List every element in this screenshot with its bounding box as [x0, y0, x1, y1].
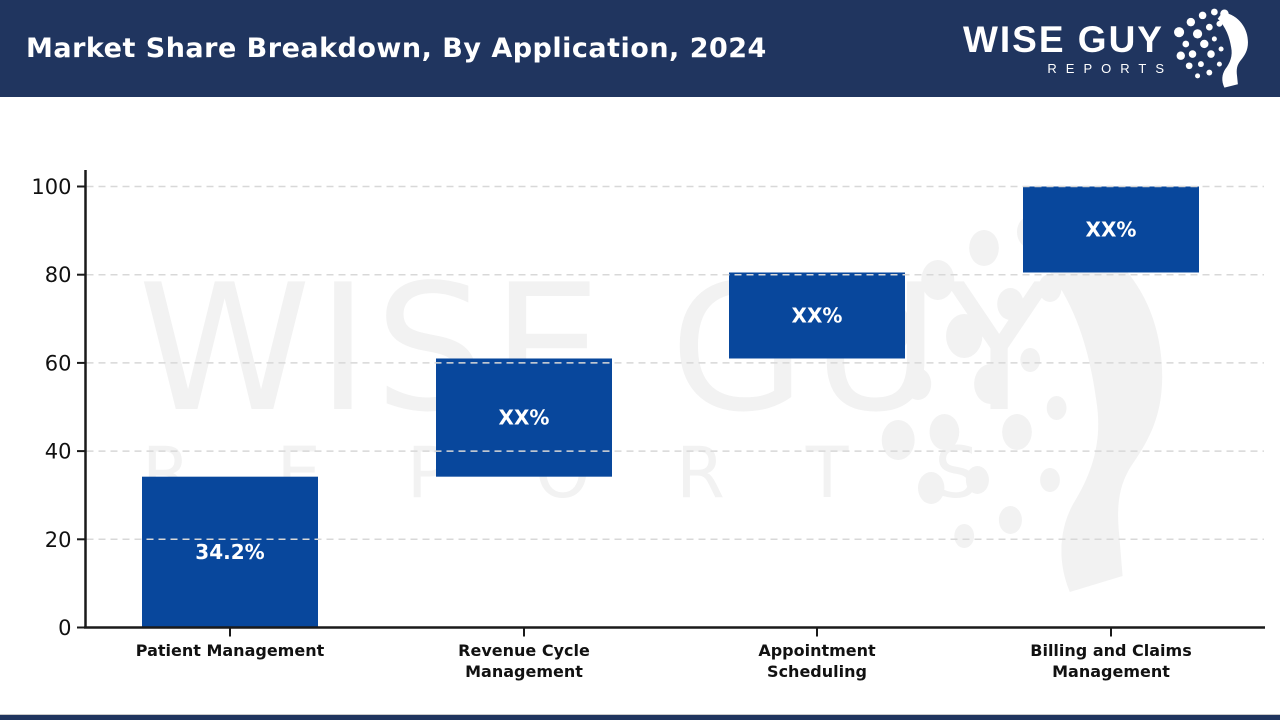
category-label: Patient Management: [136, 641, 325, 660]
y-tick-label: 100: [31, 175, 71, 199]
bar-segment: [729, 272, 905, 359]
logo: WISE GUY REPORTS: [963, 7, 1254, 91]
logo-text: WISE GUY REPORTS: [963, 21, 1164, 76]
bar-value-label: XX%: [792, 303, 843, 327]
category-label: Revenue Cycle Management: [458, 641, 590, 681]
y-tick-label: 60: [45, 351, 72, 375]
y-tick-label: 80: [45, 263, 72, 287]
category-label: Billing and Claims Management: [1030, 641, 1191, 681]
bar-segment: [1023, 186, 1199, 273]
y-tick-label: 0: [58, 616, 71, 640]
bar-segment: [436, 358, 612, 477]
bar-value-label: XX%: [1086, 217, 1137, 241]
header: Market Share Breakdown, By Application, …: [0, 0, 1280, 97]
logo-wiseguy-label: WISE GUY: [962, 19, 1164, 60]
bar-value-label: XX%: [499, 406, 550, 430]
y-tick-label: 40: [45, 440, 72, 464]
footer-bar: [0, 714, 1280, 720]
bar-segment: [142, 476, 318, 628]
category-label: Appointment Scheduling: [758, 641, 876, 681]
bar-value-label: 34.2%: [195, 540, 264, 564]
page-title: Market Share Breakdown, By Application, …: [26, 33, 767, 64]
y-tick-label: 20: [45, 528, 72, 552]
logo-reports-label: REPORTS: [1047, 61, 1173, 76]
logo-head-icon: [1174, 8, 1248, 88]
